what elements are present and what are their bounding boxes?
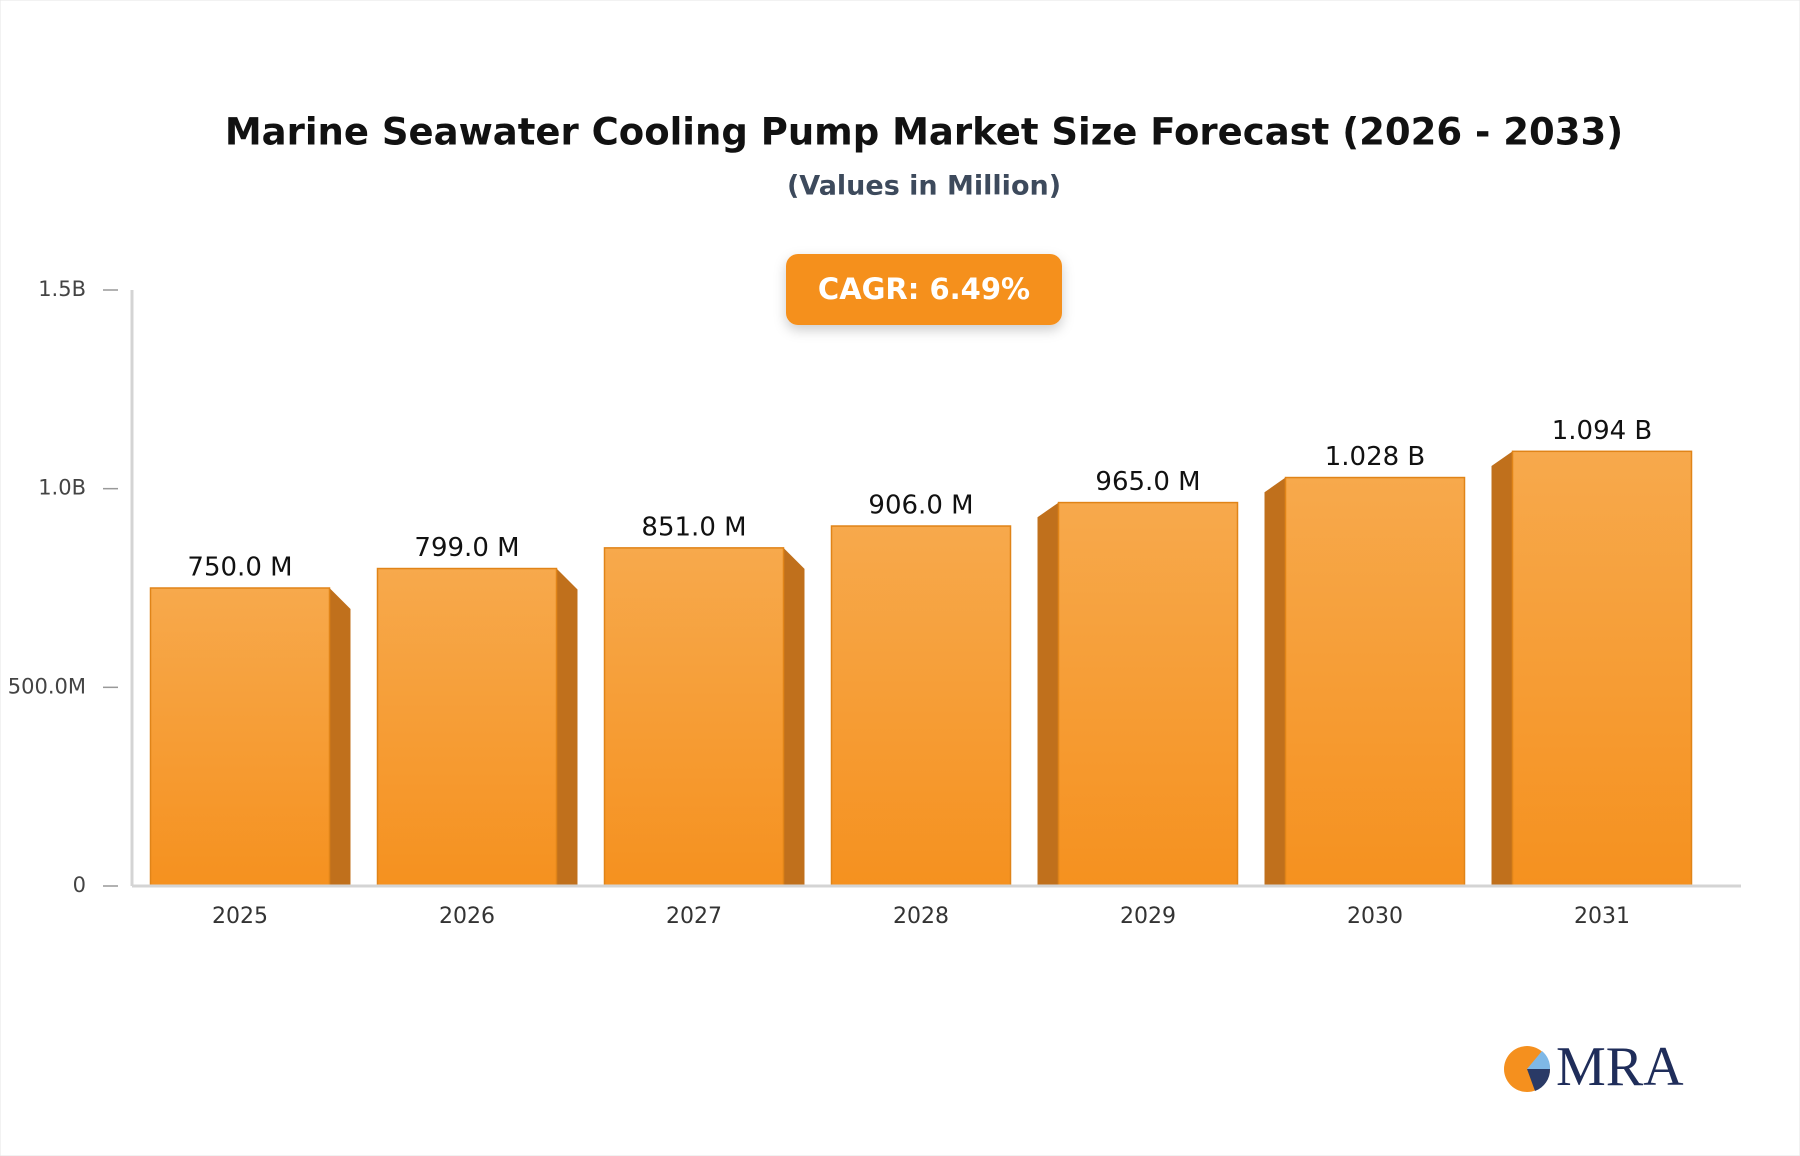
data-label: 906.0 M: [868, 491, 973, 521]
logo-text: MRA: [1556, 1036, 1684, 1098]
bar: [1057, 501, 1239, 887]
chart-title: Marine Seawater Cooling Pump Market Size…: [225, 111, 1623, 154]
cagr-badge: [786, 254, 1062, 325]
logo-slice: [1527, 1069, 1551, 1091]
bar: [149, 587, 331, 887]
chart-subtitle: (Values in Million): [787, 171, 1061, 202]
y-tick-label: 1.5B: [38, 277, 86, 301]
data-label: 750.0 M: [187, 553, 292, 583]
logo: MRA: [1504, 1036, 1684, 1098]
bar-side: [1264, 477, 1286, 886]
x-tick-label: 2027: [666, 904, 722, 929]
y-tick-label: 1.0B: [38, 476, 86, 500]
x-tick-label: 2029: [1120, 904, 1176, 929]
x-tick-label: 2031: [1574, 904, 1630, 929]
x-tick-label: 2025: [212, 904, 268, 929]
bar: [1284, 476, 1466, 887]
x-tick-label: 2030: [1347, 904, 1403, 929]
bar-side: [556, 568, 578, 886]
data-label: 1.094 B: [1552, 416, 1653, 446]
data-label: 851.0 M: [641, 512, 746, 542]
bar: [603, 547, 785, 887]
bar: [1511, 450, 1693, 887]
bar: [830, 525, 1012, 887]
data-label: 799.0 M: [414, 533, 519, 563]
y-tick-label: 500.0M: [8, 674, 86, 698]
bar: [376, 567, 558, 887]
x-tick-label: 2028: [893, 904, 949, 929]
y-tick-label: 0: [73, 873, 86, 897]
data-label: 1.028 B: [1325, 442, 1426, 472]
logo-slice: [1527, 1051, 1551, 1069]
bar-side: [1491, 451, 1513, 886]
data-label: 965.0 M: [1095, 467, 1200, 497]
bar-side: [783, 547, 805, 886]
bar-side: [1037, 502, 1059, 886]
bar-side: [329, 588, 351, 886]
x-tick-label: 2026: [439, 904, 495, 929]
cagr-label: CAGR: 6.49%: [818, 272, 1030, 306]
